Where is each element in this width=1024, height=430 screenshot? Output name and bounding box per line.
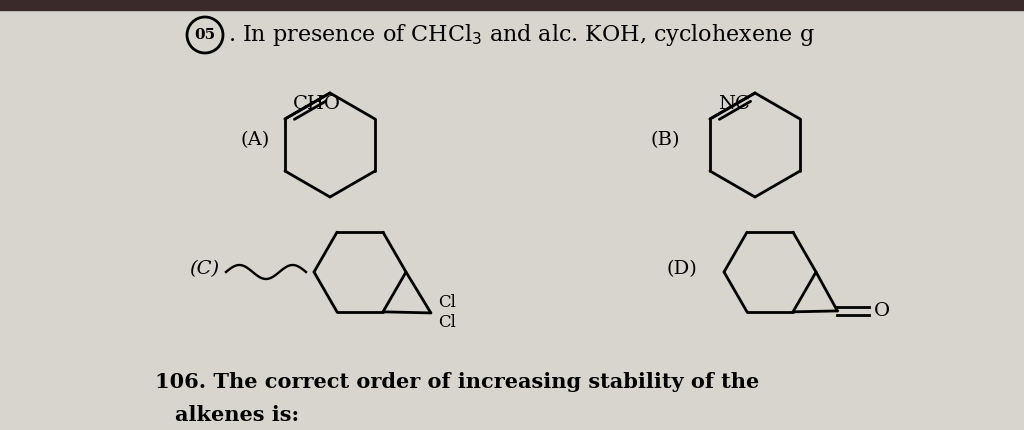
Text: CHO: CHO [293, 95, 341, 113]
Text: Cl: Cl [438, 314, 456, 332]
Text: (B): (B) [651, 131, 681, 149]
Text: alkenes is:: alkenes is: [175, 405, 299, 425]
Text: O: O [873, 302, 890, 320]
Text: 106. The correct order of increasing stability of the: 106. The correct order of increasing sta… [155, 372, 759, 392]
Text: (C): (C) [189, 260, 219, 278]
Text: (D): (D) [666, 260, 696, 278]
Text: (A): (A) [240, 131, 269, 149]
Text: NC: NC [718, 95, 750, 113]
Text: Cl: Cl [438, 295, 456, 311]
Text: 05: 05 [195, 28, 216, 42]
Text: . In presence of CHCl$_3$ and alc. KOH, cyclohexene g: . In presence of CHCl$_3$ and alc. KOH, … [228, 22, 815, 48]
